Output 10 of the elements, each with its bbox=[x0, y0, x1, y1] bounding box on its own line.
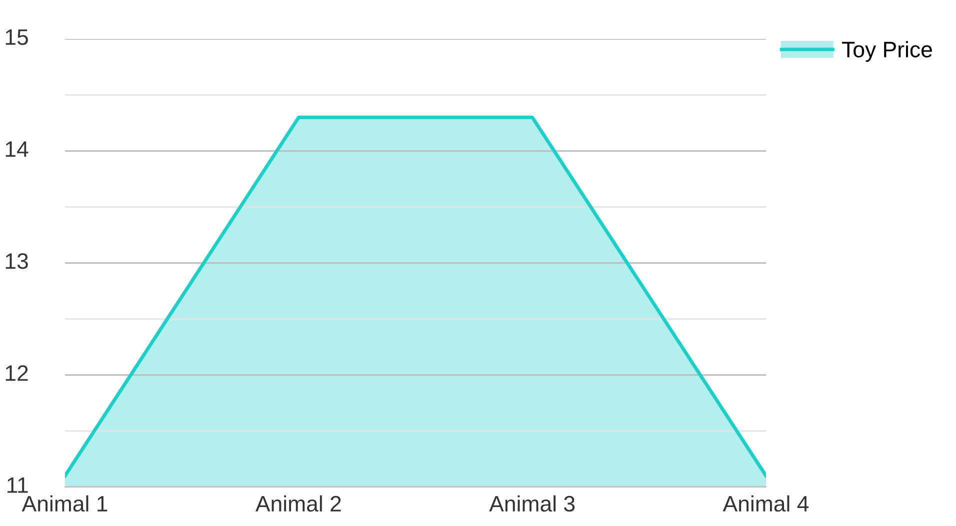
x-tick-label: Animal 4 bbox=[722, 495, 809, 512]
legend-label: Toy Price bbox=[842, 41, 932, 62]
x-tick-label: Animal 1 bbox=[22, 495, 108, 512]
x-tick-label: Animal 2 bbox=[255, 495, 341, 512]
x-tick-label: Animal 3 bbox=[489, 495, 575, 512]
y-tick-label: 11 bbox=[8, 477, 28, 493]
y-tick-label: 15 bbox=[6, 29, 28, 45]
y-tick-label: 13 bbox=[6, 253, 28, 269]
y-tick-label: 12 bbox=[6, 365, 28, 381]
y-tick-label: 14 bbox=[6, 141, 28, 157]
